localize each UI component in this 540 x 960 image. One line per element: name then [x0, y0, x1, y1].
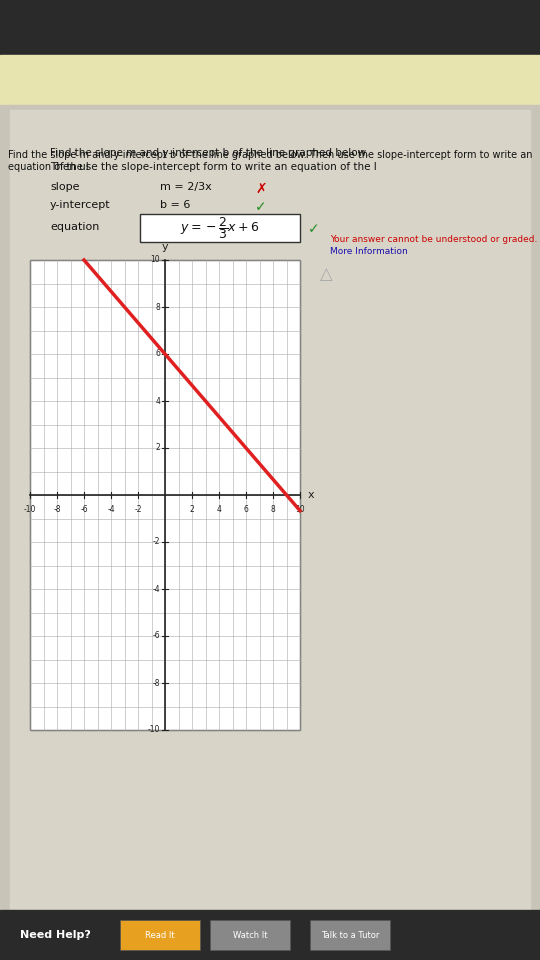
Text: 8: 8	[156, 302, 160, 311]
Text: More Information: More Information	[330, 247, 408, 256]
Text: y-intercept: y-intercept	[50, 200, 111, 210]
Bar	[0, 105, 540, 960]
Text: -4: -4	[152, 585, 160, 593]
Text: 2: 2	[190, 505, 194, 514]
Text: x: x	[308, 490, 315, 500]
Text: ✓: ✓	[308, 222, 320, 236]
Text: m = 2/3x: m = 2/3x	[160, 182, 212, 192]
Text: y: y	[161, 242, 168, 252]
Text: -10: -10	[147, 726, 160, 734]
Bar	[120, 920, 200, 950]
Text: 4: 4	[217, 505, 221, 514]
Bar	[210, 920, 290, 950]
Text: -10: -10	[24, 505, 36, 514]
Text: Talk to a Tutor: Talk to a Tutor	[321, 930, 379, 940]
Text: $y = -\dfrac{2}{3}x + 6$: $y = -\dfrac{2}{3}x + 6$	[180, 215, 260, 241]
Text: Find the slope m and y-intercept b of the line graphed below. Then use the slope: Find the slope m and y-intercept b of th…	[8, 150, 532, 172]
Text: -2: -2	[134, 505, 141, 514]
Text: 10: 10	[295, 505, 305, 514]
Text: Read It: Read It	[145, 930, 175, 940]
Text: -6: -6	[80, 505, 88, 514]
Text: Then use the slope-intercept form to write an equation of the l: Then use the slope-intercept form to wri…	[50, 162, 377, 172]
Text: 10: 10	[150, 255, 160, 265]
Bar	[10, 110, 530, 910]
Bar	[310, 920, 390, 950]
Bar	[0, 0, 540, 55]
Text: 8: 8	[271, 505, 275, 514]
Text: 2: 2	[156, 444, 160, 452]
Bar	[0, 910, 540, 960]
Text: Need Help?: Need Help?	[20, 930, 91, 940]
Text: -2: -2	[152, 538, 160, 546]
Bar	[140, 214, 300, 242]
Text: equation: equation	[50, 222, 99, 232]
Text: b = 6: b = 6	[160, 200, 191, 210]
Text: Find the slope m and y-intercept b of the line graphed below.: Find the slope m and y-intercept b of th…	[50, 148, 368, 158]
Text: Watch It: Watch It	[233, 930, 267, 940]
Text: -6: -6	[152, 632, 160, 640]
Text: △: △	[320, 265, 333, 283]
Text: -8: -8	[152, 679, 160, 687]
Text: -8: -8	[53, 505, 60, 514]
Text: Your answer cannot be understood or graded.: Your answer cannot be understood or grad…	[330, 235, 537, 244]
Bar	[0, 55, 540, 105]
Text: 6: 6	[155, 349, 160, 358]
Text: 4: 4	[155, 396, 160, 405]
Text: slope: slope	[50, 182, 79, 192]
Text: ✓: ✓	[255, 200, 267, 214]
Text: 6: 6	[244, 505, 248, 514]
Bar	[30, 260, 300, 730]
Text: -4: -4	[107, 505, 115, 514]
Text: ✗: ✗	[255, 182, 267, 196]
